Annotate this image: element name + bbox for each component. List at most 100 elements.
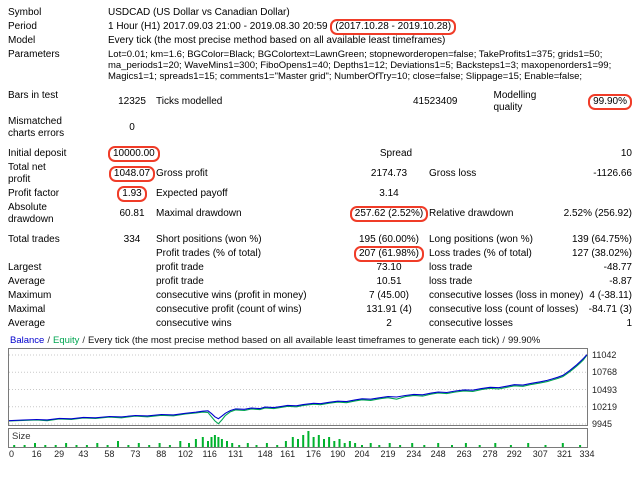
size-bar	[323, 439, 325, 447]
y-axis-label: 11042	[592, 350, 617, 361]
gross-profit-value: 2174.73	[370, 168, 408, 179]
stat-label: Relative drawdown	[429, 208, 514, 219]
size-bar	[246, 443, 249, 447]
total-trades-value: 334	[123, 234, 141, 245]
size-bar	[194, 439, 197, 447]
strategy-tester-report: Symbol USDCAD (US Dollar vs Canadian Dol…	[8, 6, 632, 460]
size-bar	[561, 443, 564, 447]
x-axis-label: 88	[156, 449, 167, 459]
stat-label: Loss trades (% of total)	[429, 248, 532, 259]
size-bar	[220, 439, 223, 447]
stat-label: Modelling quality	[493, 90, 537, 113]
model-value: Every tick (the most precise method base…	[108, 35, 446, 46]
size-frame	[8, 428, 588, 448]
stat-label: profit trade	[156, 262, 204, 273]
long-positions-value: 139 (64.75%)	[571, 234, 632, 245]
size-bar	[54, 445, 57, 447]
highlight-annotation: 10000.00	[108, 146, 160, 162]
stat-label: Symbol	[8, 7, 42, 18]
x-axis: 0 16 29 43 58 73 88 102 116 131 148 161 176 190 204 219…	[8, 449, 632, 460]
separator: /	[47, 335, 50, 346]
x-axis-label: 148	[257, 449, 273, 459]
size-bar	[201, 437, 204, 447]
highlight-annotation: 1.93	[117, 186, 147, 202]
stat-label: Period	[8, 21, 37, 32]
x-axis-label: 58	[104, 449, 115, 459]
size-bar	[137, 443, 140, 447]
loss-trades-value: 127 (38.02%)	[571, 248, 632, 259]
row-average-consecutive: Average consecutive wins 2 consecutive l…	[8, 317, 632, 331]
size-histogram-svg	[8, 428, 588, 448]
size-bar	[297, 439, 299, 447]
size-bar	[188, 443, 190, 447]
chart-legend: Balance / Equity / Every tick (the most prec…	[10, 335, 632, 346]
x-axis-label: 234	[406, 449, 422, 459]
net-profit-cell: 1048.07	[108, 161, 156, 187]
stat-label: Profit factor	[8, 188, 60, 199]
stat-label: Initial deposit	[8, 148, 67, 159]
stat-label: consecutive loss (count of losses)	[429, 304, 579, 315]
size-bar	[411, 443, 414, 447]
max-consecutive-loss-value: -84.71 (3)	[588, 304, 632, 315]
row-model: Model Every tick (the most precise metho…	[8, 34, 632, 48]
mismatched-errors-value: 0	[129, 122, 135, 133]
size-bar	[238, 445, 241, 447]
expected-payoff-value: 3.14	[379, 188, 399, 199]
size-bar	[317, 435, 320, 447]
stat-label: Gross loss	[429, 168, 477, 179]
size-bar	[65, 443, 68, 447]
y-axis-label: 10768	[592, 367, 618, 378]
size-bar	[96, 443, 99, 447]
size-bar	[378, 445, 381, 447]
largest-loss-trade-value: -48.77	[603, 262, 632, 273]
maximal-drawdown-cell: 257.62 (2.52%)	[349, 201, 429, 227]
size-bar	[284, 441, 287, 447]
separator: /	[82, 335, 86, 346]
size-bar	[226, 441, 228, 447]
size-bar	[423, 445, 426, 447]
size-bar	[158, 443, 161, 447]
size-bar	[464, 443, 467, 447]
profit-trades-cell: 207 (61.98%)	[349, 246, 429, 262]
avg-consecutive-wins-value: 2	[386, 318, 392, 329]
x-axis-label: 102	[177, 449, 194, 459]
size-axis-label: Size	[12, 431, 31, 442]
stat-label: Ticks modelled	[156, 96, 223, 107]
modelling-quality-cell: 99.90%	[562, 83, 632, 115]
initial-deposit-cell: 10000.00	[108, 141, 160, 162]
stat-label: Mismatched charts errors	[8, 116, 65, 139]
size-bar	[328, 437, 331, 447]
size-bar	[354, 443, 357, 447]
row-period: Period 1 Hour (H1) 2017.09.03 21:00 - 20…	[8, 19, 632, 35]
max-consecutive-wins-value: 7 (45.00)	[368, 290, 410, 301]
average-loss-trade-value: -8.87	[609, 276, 632, 287]
legend-balance: Balance	[10, 335, 45, 346]
size-bar	[312, 437, 315, 447]
size-bar	[231, 443, 234, 447]
stat-label: Short positions (won %)	[156, 234, 262, 245]
size-bar	[127, 445, 130, 447]
row-symbol: Symbol USDCAD (US Dollar vs Canadian Dol…	[8, 6, 632, 20]
size-bar	[361, 445, 363, 447]
size-bar	[478, 445, 481, 447]
size-bar	[276, 445, 279, 447]
row-initial-deposit: Initial deposit 10000.00 Spread 10	[8, 141, 632, 162]
equity-chart-block: Balance / Equity / Every tick (the most prec…	[8, 335, 632, 460]
y-axis-label: 10219	[592, 401, 618, 412]
highlight-annotation: 207 (61.98%)	[353, 246, 425, 262]
size-bar	[451, 445, 453, 447]
x-axis-label: 16	[31, 449, 42, 459]
size-bar	[44, 445, 47, 447]
stat-label: Maximum	[8, 290, 52, 301]
report-table: Symbol USDCAD (US Dollar vs Canadian Dol…	[8, 6, 632, 331]
size-bar	[210, 437, 213, 447]
balance-chart-svg	[8, 348, 588, 426]
row-maximal-consecutive: Maximal consecutive profit (count of win…	[8, 303, 632, 317]
size-bar	[348, 441, 351, 447]
chart-quality: 99.90%	[508, 335, 541, 346]
bars-in-test-value: 12325	[118, 96, 146, 107]
stat-label: Model	[8, 35, 36, 46]
x-axis-label: 334	[579, 449, 595, 459]
row-average-trade: Average profit trade 10.51 loss trade -8…	[8, 275, 632, 289]
x-axis-label: 321	[556, 449, 573, 459]
